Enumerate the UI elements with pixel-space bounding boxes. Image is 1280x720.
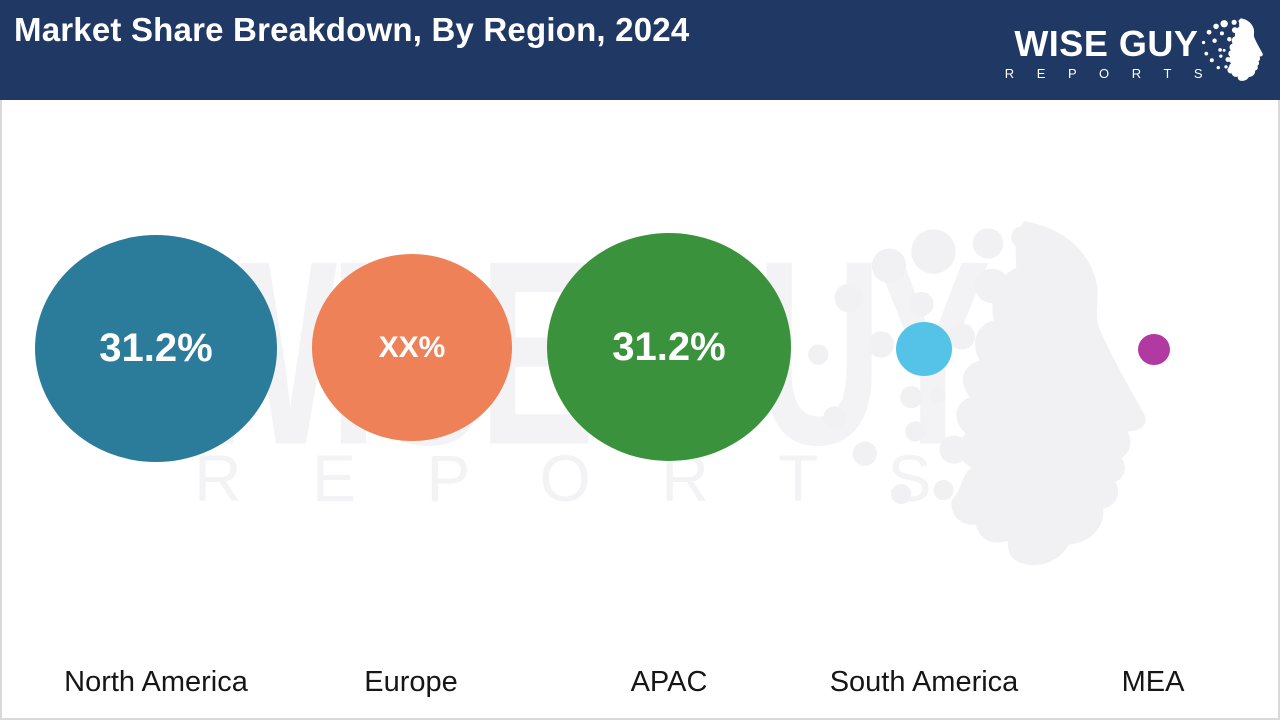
category-label-south-america: South America — [829, 666, 1019, 698]
category-label-mea: MEA — [1121, 666, 1185, 698]
category-label-north-america: North America — [64, 666, 248, 698]
header-bar: Market Share Breakdown, By Region, 2024 … — [0, 0, 1280, 100]
bubble-europe: XX% — [312, 254, 512, 441]
watermark-reports-text: R E P O R T S — [194, 441, 958, 515]
bubble-value-europe: XX% — [378, 330, 446, 364]
bubble-mea — [1138, 334, 1170, 365]
bubble-value-north-america: 31.2% — [99, 326, 213, 370]
bubble-apac: 31.2% — [547, 233, 791, 461]
chart-area: WISE GUY R E P O R T S 31.2% XX% 31.2% — [0, 100, 1280, 720]
bubble-south-america — [896, 322, 952, 376]
brand-subtitle: R E P O R T S — [1004, 66, 1212, 81]
head-watermark — [808, 221, 1146, 566]
bubble-value-apac: 31.2% — [612, 324, 726, 369]
category-label-apac: APAC — [630, 666, 708, 698]
brand-name: WISE GUY — [1014, 23, 1199, 64]
brand-text: WISE GUY R E P O R T S — [1001, 23, 1212, 81]
brand-logo: WISE GUY R E P O R T S — [1001, 5, 1268, 93]
page-title: Market Share Breakdown, By Region, 2024 — [14, 11, 690, 48]
bubble-north-america: 31.2% — [35, 235, 277, 462]
wiseguy-head-icon — [1201, 18, 1263, 81]
category-label-europe: Europe — [364, 666, 458, 698]
